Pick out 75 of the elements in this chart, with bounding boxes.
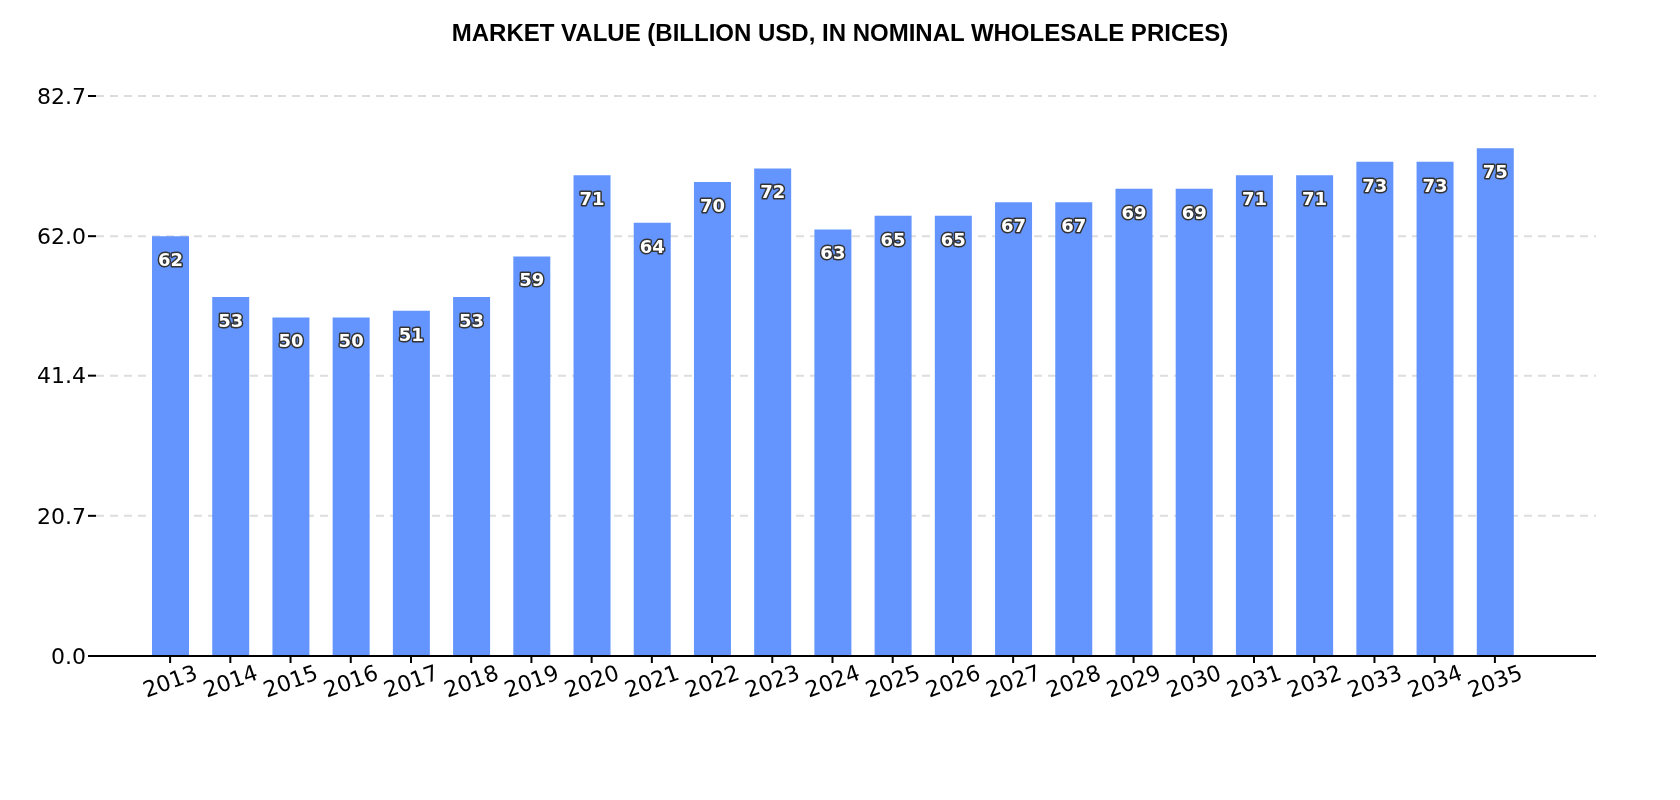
x-tick-label: 2014 — [199, 659, 261, 703]
y-tick-label: 62.0 — [37, 223, 86, 249]
y-tick-label: 41.4 — [37, 363, 86, 389]
data-label: 63 — [820, 242, 846, 264]
y-tick-label: 20.7 — [37, 503, 86, 529]
x-tick-label: 2028 — [1042, 659, 1105, 703]
data-label: 67 — [1001, 215, 1027, 237]
x-tick-label: 2013 — [139, 659, 201, 703]
bar — [513, 256, 551, 656]
bar — [1356, 161, 1394, 656]
bar — [272, 317, 310, 656]
x-tick-label: 2025 — [862, 659, 924, 703]
data-label: 59 — [519, 269, 545, 291]
data-label: 72 — [760, 181, 786, 203]
data-label: 75 — [1482, 161, 1508, 183]
data-label: 71 — [1302, 188, 1328, 210]
data-label: 69 — [1121, 201, 1147, 223]
bar — [934, 215, 972, 656]
x-tick-label: 2020 — [561, 659, 623, 703]
bar — [633, 222, 671, 656]
bar — [995, 202, 1033, 656]
bar — [814, 229, 852, 656]
x-tick-label: 2023 — [741, 659, 803, 703]
data-label: 50 — [278, 330, 304, 352]
bar — [392, 310, 430, 656]
data-label: 69 — [1181, 201, 1207, 223]
x-tick-label: 2016 — [320, 659, 382, 703]
data-label: 50 — [338, 330, 364, 352]
data-label: 70 — [699, 195, 725, 216]
bar — [152, 236, 189, 656]
y-tick-label: 0.0 — [51, 643, 86, 669]
x-tick-label: 2017 — [380, 659, 442, 703]
bar — [1175, 188, 1213, 656]
data-label: 53 — [459, 310, 485, 332]
bar — [1055, 202, 1093, 656]
y-tick-label: 82.7 — [37, 83, 86, 109]
data-label: 62 — [157, 249, 184, 271]
bar — [693, 182, 731, 656]
x-tick-label: 2033 — [1343, 659, 1406, 703]
data-label: 65 — [880, 228, 906, 250]
x-tick-label: 2024 — [801, 659, 864, 703]
data-label: 71 — [579, 188, 605, 210]
bar — [754, 168, 792, 656]
x-tick-label: 2035 — [1464, 659, 1526, 703]
data-label: 53 — [218, 310, 244, 332]
chart-title: MARKET VALUE (BILLION USD, IN NOMINAL WHOLESALE PRICES) — [450, 18, 1230, 48]
bar — [212, 297, 250, 656]
bar — [1296, 175, 1334, 656]
x-tick-label: 2031 — [1223, 659, 1285, 703]
bar — [573, 175, 611, 656]
data-label: 64 — [639, 235, 665, 257]
x-tick-label: 2021 — [621, 659, 683, 703]
x-tick-label: 2030 — [1163, 659, 1225, 703]
bar — [1115, 188, 1153, 656]
x-tick-label: 2015 — [260, 659, 322, 703]
data-label: 73 — [1422, 174, 1448, 196]
bar — [453, 297, 491, 656]
data-label: 51 — [398, 323, 424, 345]
bar — [1416, 161, 1454, 656]
bar — [1476, 148, 1514, 656]
x-tick-label: 2026 — [922, 659, 984, 703]
bar — [332, 317, 370, 656]
data-label: 65 — [940, 228, 966, 250]
data-label: 73 — [1362, 174, 1388, 196]
x-tick-label: 2027 — [982, 659, 1044, 703]
x-tick-label: 2018 — [440, 659, 502, 703]
x-tick-label: 2034 — [1404, 659, 1466, 703]
bar — [1235, 175, 1273, 656]
x-tick-label: 2022 — [681, 659, 743, 703]
bar — [874, 215, 912, 656]
data-label: 71 — [1241, 188, 1267, 210]
data-label: 67 — [1061, 215, 1087, 237]
x-tick-label: 2019 — [500, 659, 563, 703]
x-tick-label: 2029 — [1103, 659, 1165, 703]
x-tick-label: 2032 — [1283, 659, 1345, 703]
